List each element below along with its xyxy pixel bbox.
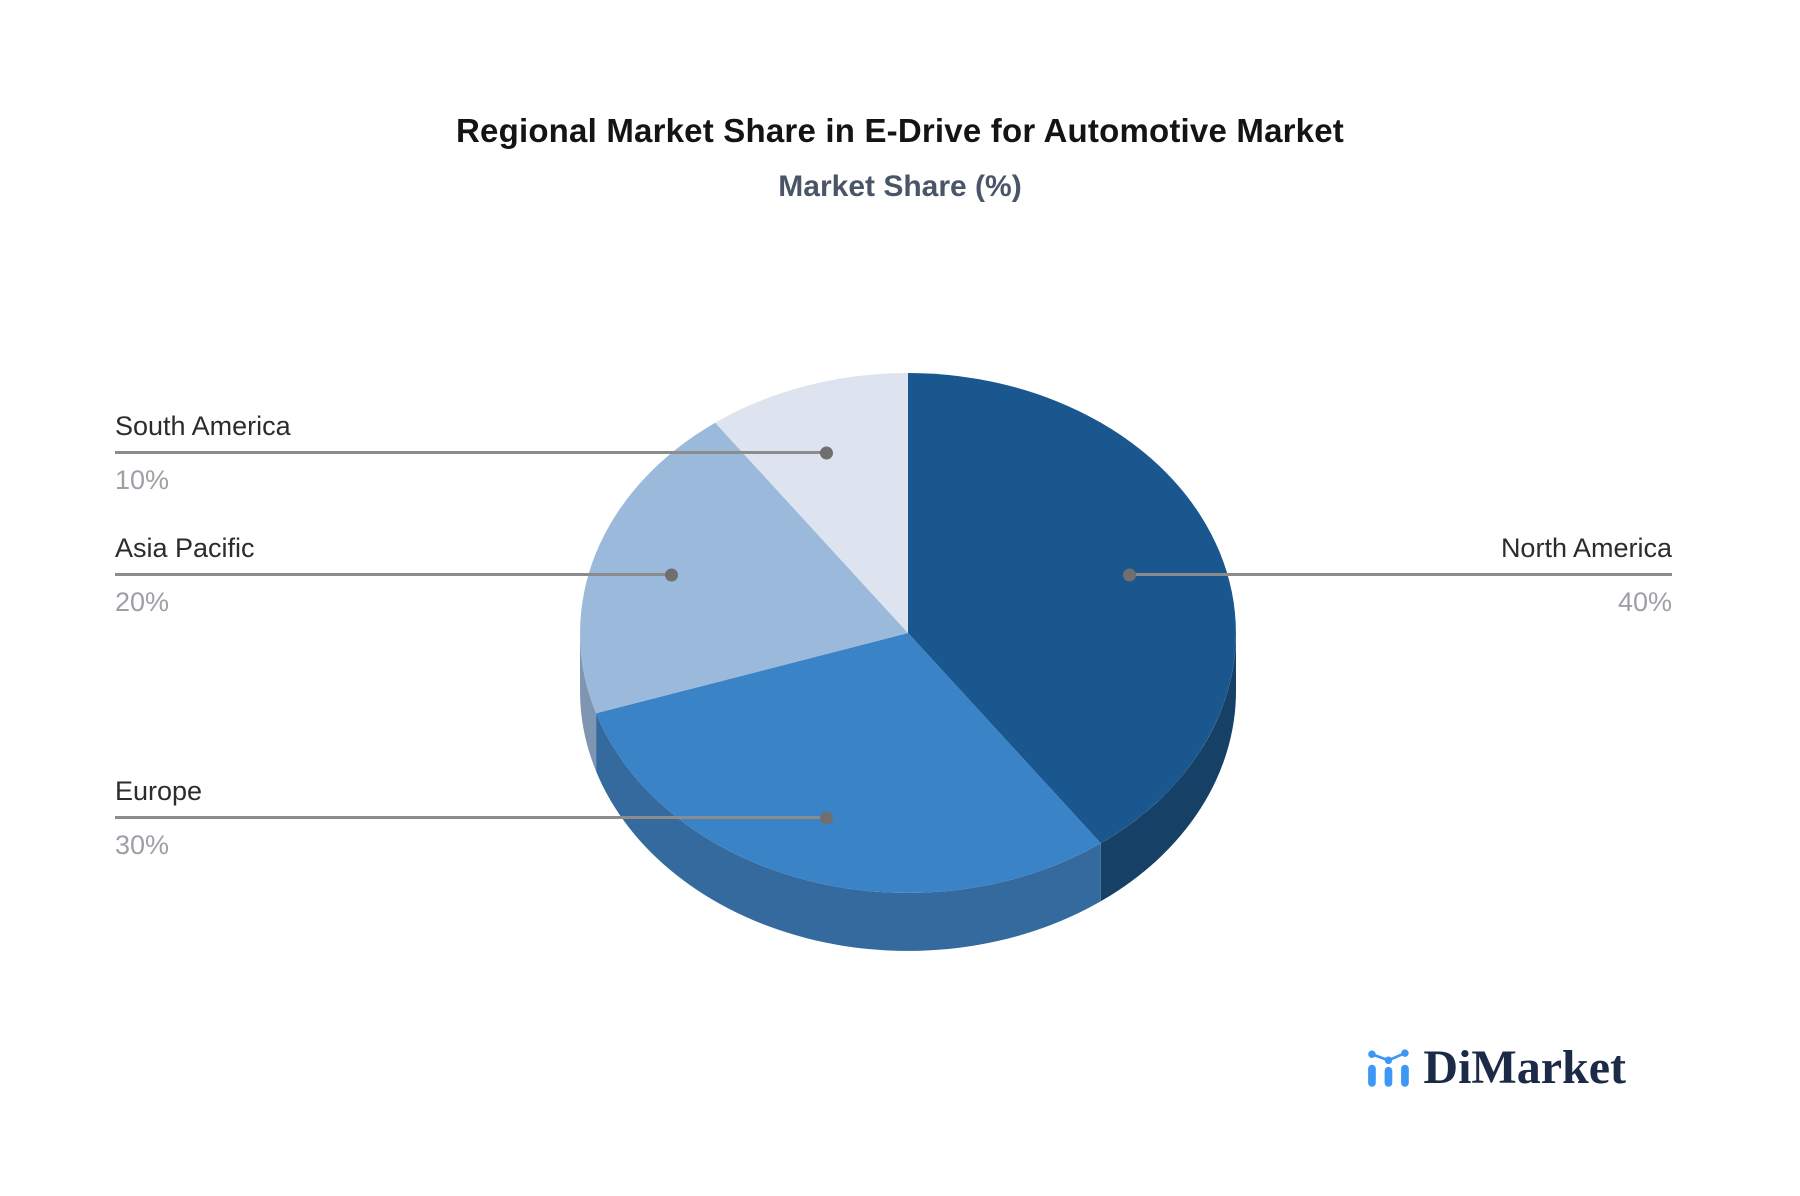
leader-dot-icon [820, 811, 833, 824]
pie-slice-south-america[interactable] [715, 373, 908, 633]
chart-subtitle: Market Share (%) [778, 170, 1022, 203]
callout-north-america: North America 40% [1123, 531, 1672, 618]
pie-slice-asia-pacific[interactable] [580, 422, 908, 714]
pie-side-europe [596, 713, 1101, 951]
slice-percentage: 40% [1617, 587, 1672, 617]
pie-side-asia-pacific [580, 633, 597, 772]
callout-asia-pacific: Asia Pacific 20% [115, 531, 678, 618]
chart-title: Regional Market Share in E-Drive for Aut… [456, 112, 1344, 149]
slice-label: South America [115, 411, 291, 441]
slice-label: Asia Pacific [115, 533, 255, 563]
pie-slice-north-america[interactable] [908, 373, 1236, 844]
leader-line [1123, 568, 1672, 581]
slice-label: North America [1500, 533, 1672, 563]
leader-dot-icon [1123, 568, 1136, 581]
callout-south-america: South America 10% [115, 409, 833, 496]
slice-percentage: 20% [115, 587, 170, 617]
dimarket-logo: DiMarket [1367, 1041, 1626, 1095]
slice-percentage: 10% [115, 465, 170, 495]
bar-line-chart-logo-icon [1368, 1049, 1410, 1088]
slice-percentage: 30% [115, 830, 170, 860]
callout-europe: Europe 30% [115, 774, 833, 861]
leader-dot-icon [665, 568, 678, 581]
pie-3d-sides [580, 633, 1236, 951]
pie-slices [580, 373, 1236, 893]
leader-line [115, 568, 678, 581]
leader-line [115, 446, 833, 459]
leader-dot-icon [820, 446, 833, 459]
leader-line [115, 811, 833, 824]
slice-label: Europe [115, 776, 203, 806]
pie-side-north-america [1100, 633, 1236, 902]
brand-name: DiMarket [1423, 1041, 1626, 1094]
pie-slice-europe[interactable] [596, 633, 1101, 893]
